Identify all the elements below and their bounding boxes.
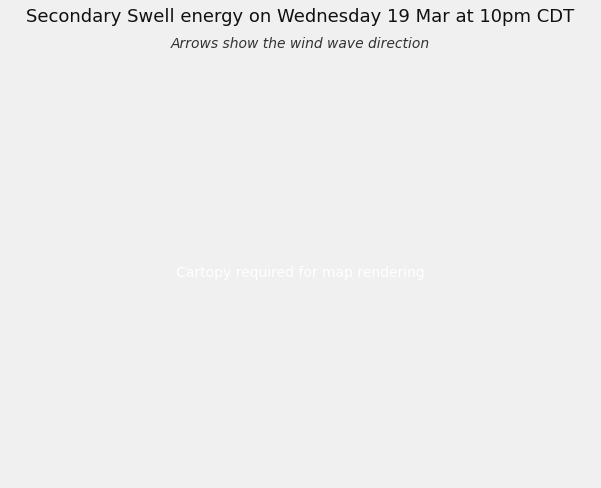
Text: Secondary Swell energy on Wednesday 19 Mar at 10pm CDT: Secondary Swell energy on Wednesday 19 M… bbox=[26, 8, 575, 26]
Text: Cartopy required for map rendering: Cartopy required for map rendering bbox=[176, 265, 425, 279]
Text: Arrows show the wind wave direction: Arrows show the wind wave direction bbox=[171, 37, 430, 51]
